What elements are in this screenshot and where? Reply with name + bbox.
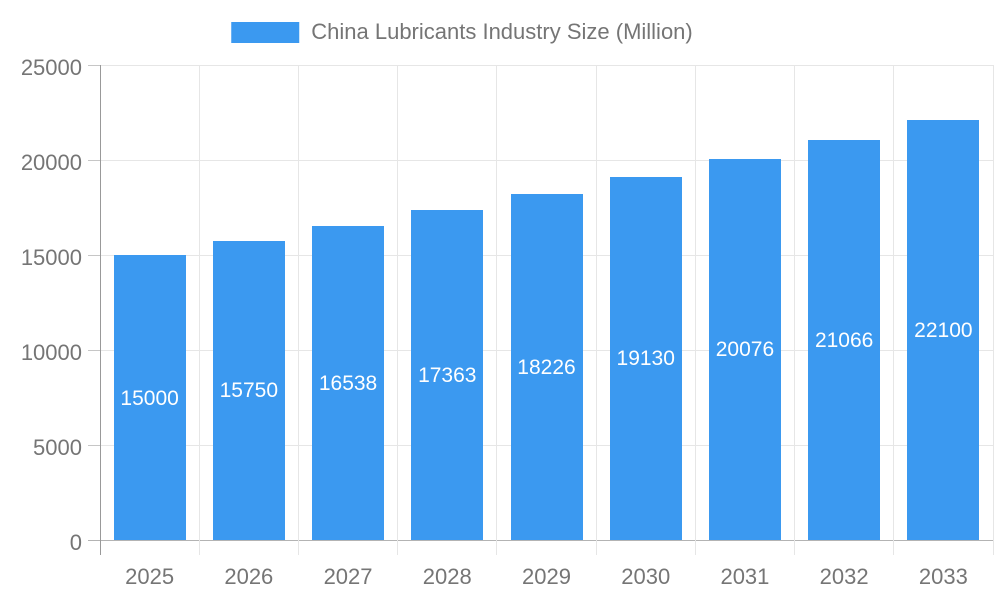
x-axis-tick-label: 2032: [819, 564, 869, 589]
gridline-vertical: [595, 65, 597, 540]
x-axis-tick-label: 2028: [422, 564, 472, 589]
x-axis-tick-label: 2029: [522, 564, 571, 589]
y-axis-tick-label: 0: [69, 530, 82, 555]
bar-value-label: 19130: [616, 347, 675, 371]
gridline-vertical: [397, 65, 399, 540]
y-axis-tick: [88, 160, 100, 161]
bar-value-label: 15000: [120, 386, 179, 410]
bar-value-label: 21066: [814, 328, 874, 352]
x-axis-tick: [893, 540, 895, 555]
x-axis-tick: [496, 540, 498, 555]
y-axis-tick-label: 15000: [20, 245, 82, 270]
y-axis-tick: [88, 445, 100, 446]
bar-value-label: 20076: [715, 338, 775, 362]
x-axis-tick: [297, 540, 299, 555]
bar-2028[interactable]: 17363: [411, 210, 484, 540]
x-axis-tick: [595, 540, 597, 555]
bar-value-label: 15750: [219, 379, 279, 403]
x-axis-tick-label: 2026: [224, 564, 274, 589]
bar-2026[interactable]: 15750: [212, 240, 285, 540]
x-axis-tick: [397, 540, 399, 555]
bar-2025[interactable]: 15000: [113, 255, 186, 540]
x-axis-tick: [198, 540, 200, 555]
y-axis-tick: [88, 255, 100, 256]
bar-value-label: 16538: [318, 371, 378, 395]
y-axis-tick: [88, 540, 100, 541]
y-axis-tick-label: 25000: [20, 55, 82, 80]
plot-area: 15000 15750 16538 17363 18226 19130 20076 21066…: [100, 64, 994, 541]
gridline-vertical: [297, 65, 299, 540]
y-axis-tick-label: 5000: [33, 435, 82, 460]
gridline-vertical: [893, 65, 895, 540]
x-axis-tick-label: 2025: [125, 564, 175, 589]
gridline: [100, 159, 993, 161]
x-axis-tick-label: 2027: [323, 564, 373, 589]
bar-2031[interactable]: 20076: [708, 158, 781, 540]
bar-value-label: 18226: [517, 355, 576, 379]
x-axis-tick: [694, 540, 696, 555]
legend[interactable]: China Lubricants Industry Size (Million): [231, 19, 693, 45]
gridline-vertical: [694, 65, 696, 540]
x-axis-tick-label: 2031: [720, 564, 770, 589]
bar-value-label: 17363: [418, 364, 477, 388]
gridline-vertical: [496, 65, 498, 540]
bar-2033[interactable]: 22100: [907, 120, 980, 540]
plot-right-border: [992, 65, 994, 540]
y-axis-tick: [88, 350, 100, 351]
bar-2030[interactable]: 19130: [609, 176, 682, 540]
gridline-vertical: [198, 65, 200, 540]
x-axis-tick-label: 2033: [918, 564, 968, 589]
bar-2029[interactable]: 18226: [510, 193, 583, 540]
x-axis-tick-label: 2030: [621, 564, 671, 589]
x-axis-zero-line: [100, 540, 993, 541]
y-axis-tick-label: 10000: [20, 340, 82, 365]
x-axis-tick: [794, 540, 796, 555]
gridline: [100, 64, 993, 66]
x-axis-tick: [99, 540, 101, 555]
y-axis-tick: [88, 65, 100, 66]
y-axis-tick-label: 20000: [20, 150, 82, 175]
bar-value-label: 22100: [914, 319, 973, 343]
legend-label: China Lubricants Industry Size (Million): [311, 19, 693, 44]
bar-2027[interactable]: 16538: [312, 225, 385, 540]
x-axis-tick: [992, 540, 994, 555]
bar-2032[interactable]: 21066: [808, 139, 881, 540]
gridline-vertical: [794, 65, 796, 540]
y-axis-line: [100, 65, 101, 555]
legend-swatch-icon: [231, 21, 300, 43]
